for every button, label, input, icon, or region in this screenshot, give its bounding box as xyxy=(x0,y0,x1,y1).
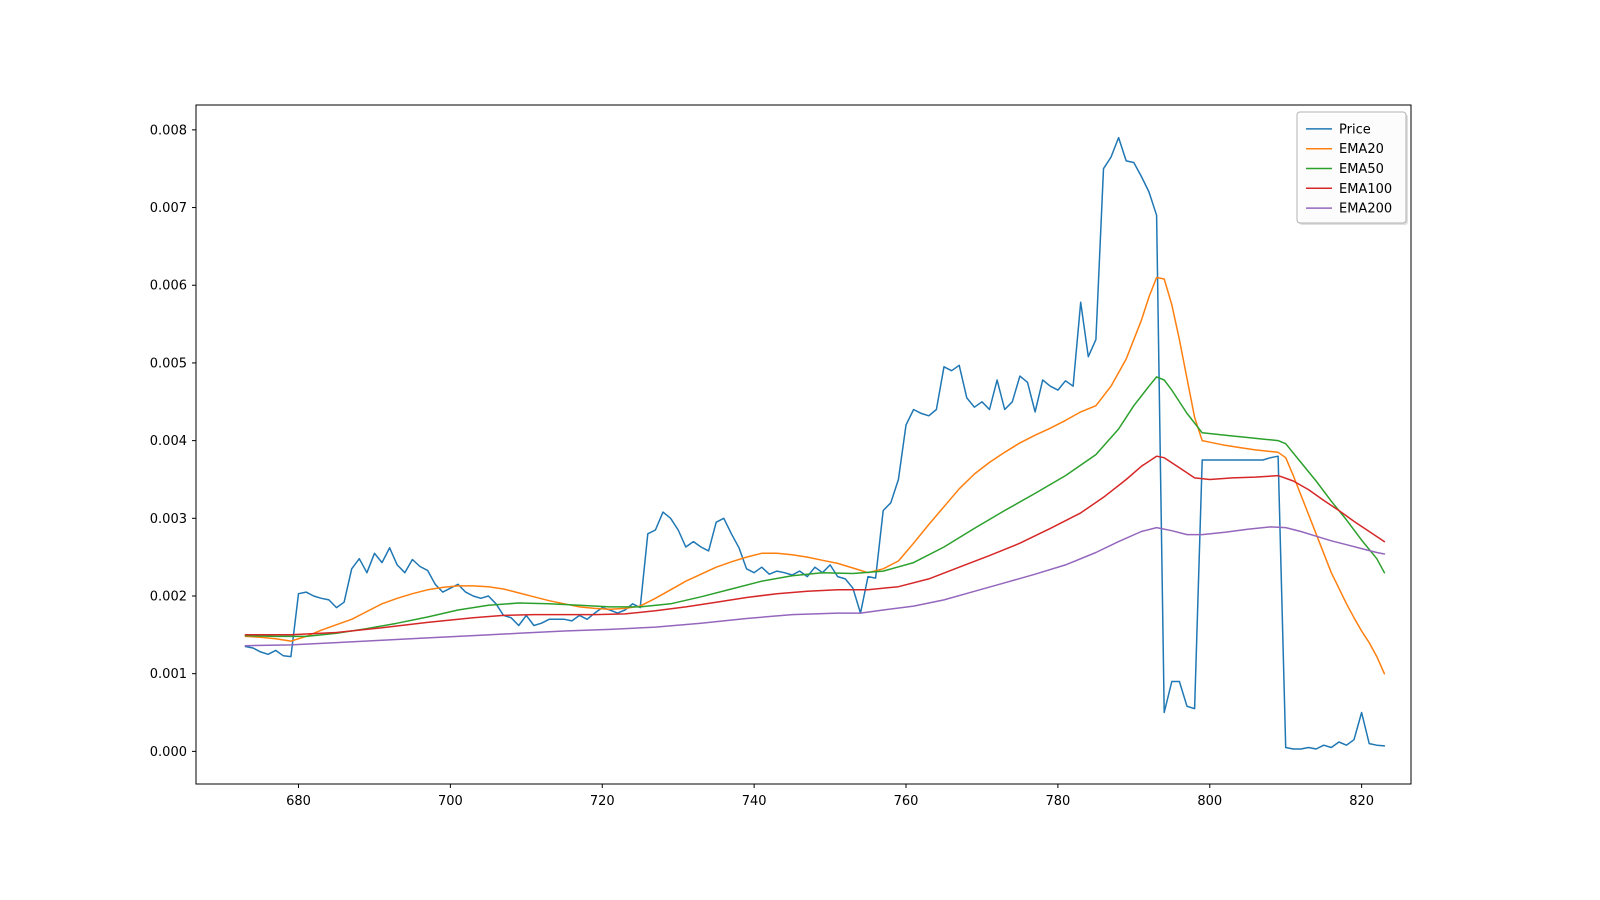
x-tick-label: 680 xyxy=(286,794,311,809)
y-tick-label: 0.004 xyxy=(150,434,187,449)
y-tick-label: 0.005 xyxy=(150,356,187,371)
y-tick-label: 0.003 xyxy=(150,512,187,527)
legend: Price EMA20 EMA50 EMA100 EMA200 xyxy=(1296,111,1408,225)
legend-label: EMA200 xyxy=(1339,202,1392,217)
legend-label: EMA20 xyxy=(1339,142,1384,157)
x-tick-label: 780 xyxy=(1045,794,1070,809)
y-tick-label: 0.007 xyxy=(150,201,187,216)
series-line-ema100 xyxy=(244,455,1386,636)
x-tick-label: 820 xyxy=(1349,794,1374,809)
x-tick-label: 760 xyxy=(894,794,919,809)
x-tick-label: 700 xyxy=(438,794,463,809)
legend-label: EMA100 xyxy=(1339,182,1392,197)
series-line-ema200 xyxy=(244,526,1386,647)
y-tick-label: 0.008 xyxy=(150,123,187,138)
x-axis: 680 700 720 740 760 780 800 820 xyxy=(286,784,1374,809)
y-tick-label: 0.002 xyxy=(150,589,187,604)
legend-label: EMA50 xyxy=(1339,162,1384,177)
y-tick-label: 0.001 xyxy=(150,667,187,682)
series-line-ema20 xyxy=(244,276,1386,675)
y-tick-label: 0.006 xyxy=(150,279,187,294)
x-tick-label: 740 xyxy=(742,794,767,809)
series-line-price xyxy=(244,136,1386,750)
y-tick-label: 0.000 xyxy=(150,745,187,760)
axes-frame xyxy=(195,104,1412,785)
x-tick-label: 800 xyxy=(1197,794,1222,809)
x-tick-label: 720 xyxy=(590,794,615,809)
series-line-ema50 xyxy=(244,376,1386,638)
legend-label: Price xyxy=(1339,122,1371,137)
y-axis: 0.000 0.001 0.002 0.003 0.004 0.005 0.006 0.007… xyxy=(150,123,196,760)
